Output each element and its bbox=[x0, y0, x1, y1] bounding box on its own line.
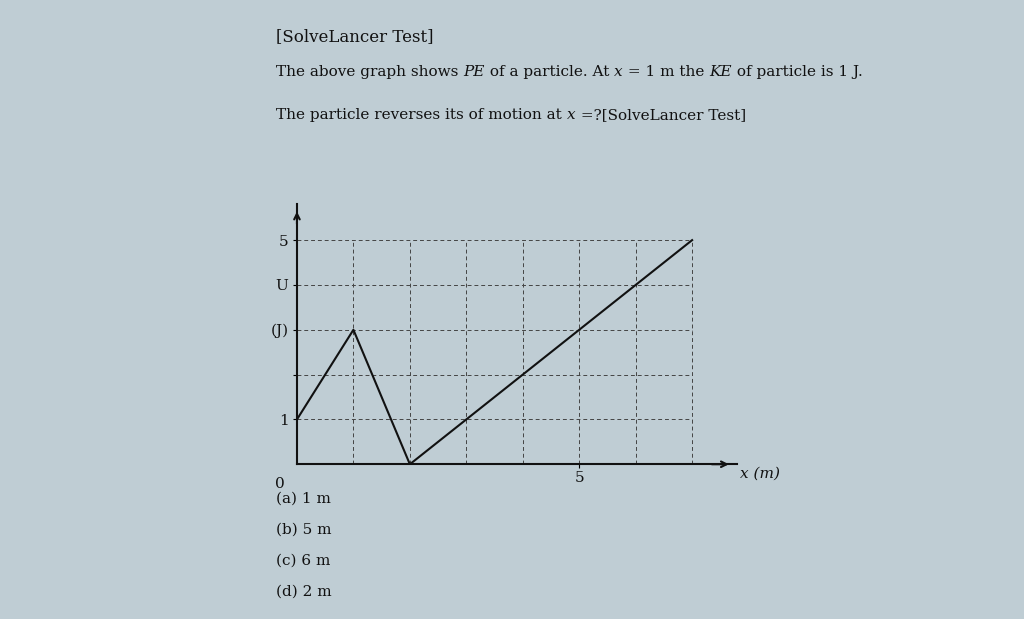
Text: x: x bbox=[614, 65, 623, 79]
Text: 0: 0 bbox=[275, 477, 285, 491]
Text: =?[SolveLancer Test]: =?[SolveLancer Test] bbox=[575, 108, 745, 123]
Text: x (m): x (m) bbox=[740, 467, 780, 480]
Text: of particle is 1 J.: of particle is 1 J. bbox=[732, 65, 862, 79]
Text: (b) 5 m: (b) 5 m bbox=[276, 523, 332, 537]
Text: The above graph shows: The above graph shows bbox=[276, 65, 464, 79]
Text: PE: PE bbox=[464, 65, 485, 79]
Text: x: x bbox=[567, 108, 575, 123]
Text: KE: KE bbox=[710, 65, 732, 79]
Text: (c) 6 m: (c) 6 m bbox=[276, 554, 331, 568]
Text: (a) 1 m: (a) 1 m bbox=[276, 492, 332, 506]
Text: of a particle. At: of a particle. At bbox=[485, 65, 614, 79]
Text: [SolveLancer Test]: [SolveLancer Test] bbox=[276, 28, 434, 45]
Text: = 1 m the: = 1 m the bbox=[623, 65, 710, 79]
Text: (d) 2 m: (d) 2 m bbox=[276, 585, 332, 599]
Text: The particle reverses its of motion at: The particle reverses its of motion at bbox=[276, 108, 567, 123]
